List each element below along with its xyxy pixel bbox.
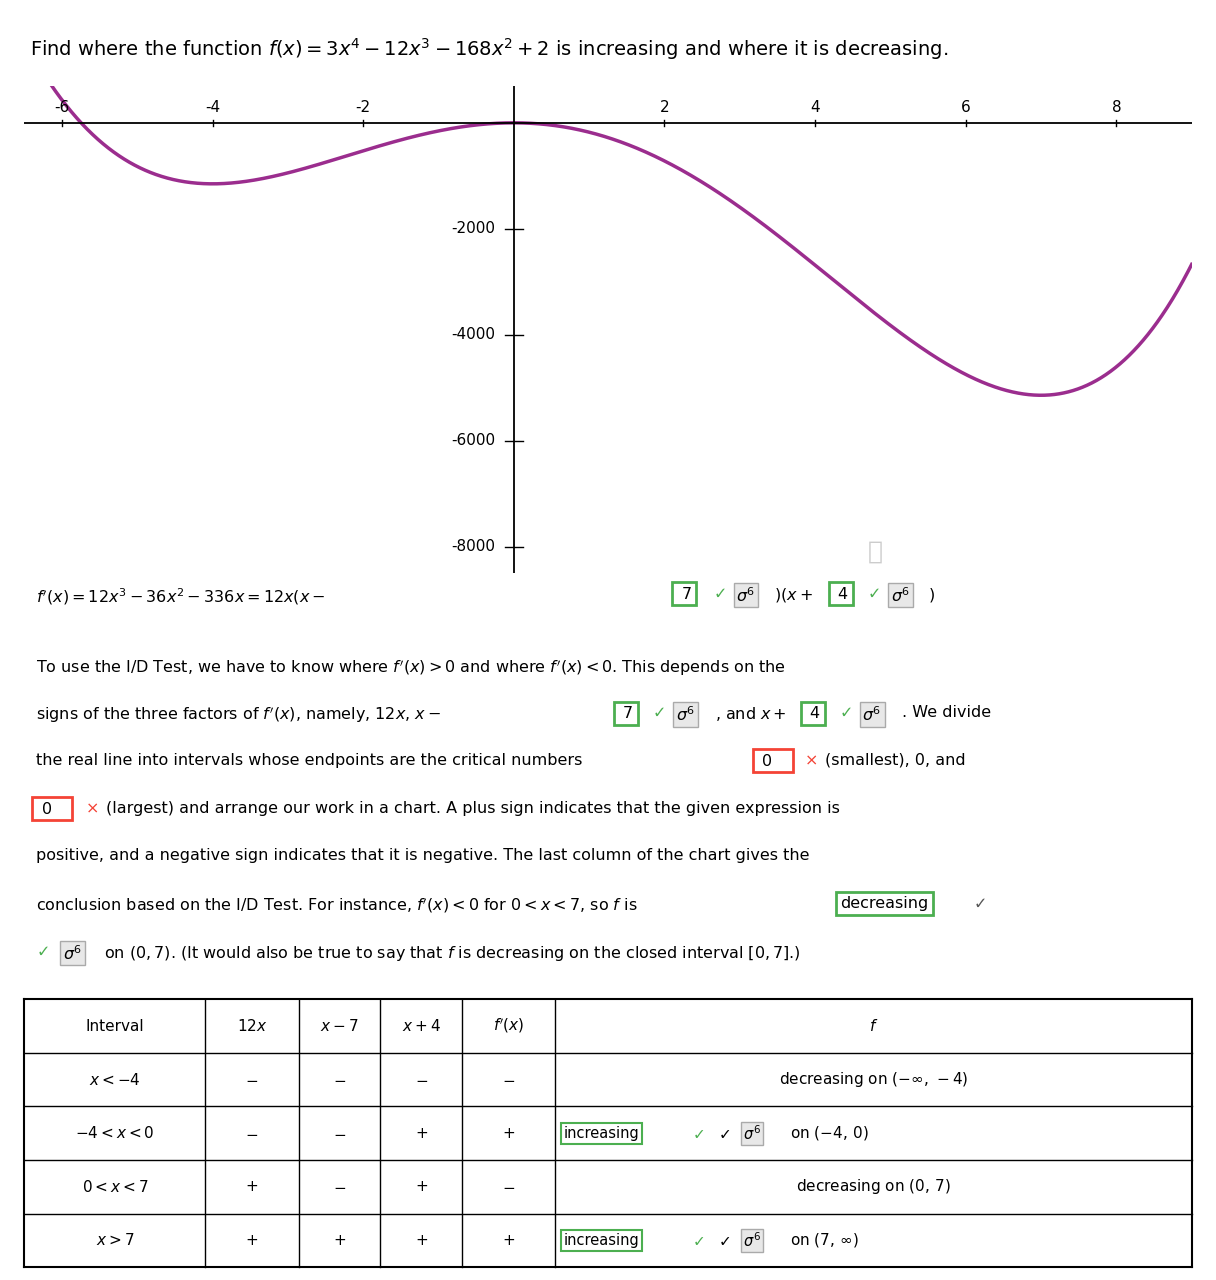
Text: $+$: $+$ (246, 1233, 259, 1248)
Text: $x > 7$: $x > 7$ (96, 1233, 134, 1248)
Text: $4$: $4$ (832, 586, 850, 602)
Text: $\times$: $\times$ (804, 753, 817, 768)
Text: $-$: $-$ (415, 1073, 428, 1087)
Text: $-$: $-$ (333, 1073, 347, 1087)
Text: -4: -4 (206, 100, 220, 115)
Text: $\sigma^6$: $\sigma^6$ (743, 1231, 761, 1249)
Text: (largest) and arrange our work in a chart. A plus sign indicates that the given : (largest) and arrange our work in a char… (106, 800, 840, 815)
Text: (smallest), 0, and: (smallest), 0, and (826, 753, 966, 768)
Text: $f$: $f$ (869, 1018, 878, 1034)
Text: -6000: -6000 (451, 433, 495, 448)
Text: $0\quad$: $0\quad$ (756, 753, 789, 769)
Text: $\checkmark$: $\checkmark$ (973, 896, 986, 911)
Text: $-$: $-$ (246, 1073, 259, 1087)
Text: $\sigma^6$: $\sigma^6$ (63, 943, 81, 963)
Text: 4: 4 (810, 100, 820, 115)
Text: $+$: $+$ (333, 1233, 347, 1248)
Text: $+$: $+$ (502, 1233, 516, 1248)
Text: -6: -6 (55, 100, 69, 115)
Text: To use the I/D Test, we have to know where $f'(x) > 0$ and where $f'(x) < 0$. Th: To use the I/D Test, we have to know whe… (36, 658, 786, 677)
Text: $\checkmark$: $\checkmark$ (36, 943, 49, 959)
Text: $+$: $+$ (415, 1125, 428, 1140)
Text: . We divide: . We divide (902, 705, 991, 721)
Text: $\checkmark$: $\checkmark$ (652, 705, 665, 721)
Text: $\checkmark$: $\checkmark$ (717, 1233, 730, 1248)
Text: $-$: $-$ (333, 1125, 347, 1140)
Text: -8000: -8000 (451, 539, 495, 554)
Text: 2: 2 (659, 100, 669, 115)
Text: $\sigma^6$: $\sigma^6$ (676, 705, 694, 724)
Text: increasing: increasing (564, 1233, 640, 1248)
Text: $0\quad$: $0\quad$ (36, 800, 69, 817)
Text: $7$: $7$ (618, 705, 635, 721)
Text: $\times$: $\times$ (85, 800, 98, 815)
Text: $\sigma^6$: $\sigma^6$ (743, 1124, 761, 1143)
Text: Interval: Interval (85, 1019, 145, 1033)
Text: , and $x +$: , and $x +$ (715, 705, 787, 723)
Text: conclusion based on the I/D Test. For instance, $f'(x) < 0$ for $0 < x < 7$, so : conclusion based on the I/D Test. For in… (36, 896, 637, 915)
Text: $x-7$: $x-7$ (320, 1018, 359, 1034)
Text: $)(x +$: $)(x +$ (773, 586, 812, 604)
Text: $\sigma^6$: $\sigma^6$ (890, 586, 910, 604)
Text: 8: 8 (1111, 100, 1121, 115)
Text: decreasing on $(-\infty,\,-4)$: decreasing on $(-\infty,\,-4)$ (779, 1070, 968, 1089)
Text: the real line into intervals whose endpoints are the critical numbers: the real line into intervals whose endpo… (36, 753, 582, 768)
Text: $+$: $+$ (415, 1233, 428, 1248)
Text: $\checkmark$: $\checkmark$ (692, 1233, 704, 1248)
Text: $-$: $-$ (502, 1179, 516, 1194)
Text: $+$: $+$ (246, 1179, 259, 1194)
Text: $0 < x < 7$: $0 < x < 7$ (81, 1179, 148, 1194)
Text: $)$: $)$ (928, 586, 935, 604)
Text: on $(-4,\,0)$: on $(-4,\,0)$ (790, 1124, 869, 1142)
Text: $\checkmark$: $\checkmark$ (692, 1125, 704, 1140)
Text: -2: -2 (355, 100, 371, 115)
Text: $12x$: $12x$ (237, 1018, 268, 1034)
Text: signs of the three factors of $f'(x)$, namely, $12x$, $x -$: signs of the three factors of $f'(x)$, n… (36, 705, 441, 726)
Text: -4000: -4000 (451, 328, 495, 342)
Text: decreasing: decreasing (840, 896, 929, 911)
Text: $f'(x) = 12x^3 - 36x^2 - 336x = 12x(x -$: $f'(x) = 12x^3 - 36x^2 - 336x = 12x(x -$ (36, 586, 326, 607)
Text: $\checkmark$: $\checkmark$ (717, 1125, 730, 1140)
Text: $\checkmark$: $\checkmark$ (839, 705, 852, 721)
Text: positive, and a negative sign indicates that it is negative. The last column of : positive, and a negative sign indicates … (36, 849, 810, 864)
Text: $\sigma^6$: $\sigma^6$ (737, 586, 755, 604)
Text: $\sigma^6$: $\sigma^6$ (862, 705, 882, 724)
Text: $\checkmark$: $\checkmark$ (713, 586, 726, 600)
Text: $-$: $-$ (502, 1073, 516, 1087)
Text: $4$: $4$ (804, 705, 821, 721)
Text: $+$: $+$ (502, 1125, 516, 1140)
Text: $\checkmark$: $\checkmark$ (867, 586, 880, 600)
Text: ⌕: ⌕ (868, 540, 883, 563)
Text: on $(0, 7)$. (It would also be true to say that $f$ is decreasing on the closed : on $(0, 7)$. (It would also be true to s… (103, 943, 800, 963)
Text: $-$: $-$ (333, 1179, 347, 1194)
Text: $x+4$: $x+4$ (401, 1018, 440, 1034)
Text: increasing: increasing (564, 1125, 640, 1140)
Text: decreasing on $(0,\,7)$: decreasing on $(0,\,7)$ (796, 1178, 951, 1197)
Text: $f'(x)$: $f'(x)$ (492, 1016, 524, 1036)
Text: -2000: -2000 (451, 221, 495, 237)
Text: $x < -4$: $x < -4$ (89, 1071, 141, 1088)
Text: $7$: $7$ (676, 586, 693, 602)
Text: $+$: $+$ (415, 1179, 428, 1194)
Text: Find where the function $f(x) = 3x^4 - 12x^3 - 168x^2 + 2$ is increasing and whe: Find where the function $f(x) = 3x^4 - 1… (30, 36, 948, 63)
Text: on $(7,\,\infty)$: on $(7,\,\infty)$ (790, 1231, 860, 1249)
Text: $-4 < x < 0$: $-4 < x < 0$ (75, 1125, 154, 1142)
Text: 6: 6 (961, 100, 970, 115)
Text: $-$: $-$ (246, 1125, 259, 1140)
